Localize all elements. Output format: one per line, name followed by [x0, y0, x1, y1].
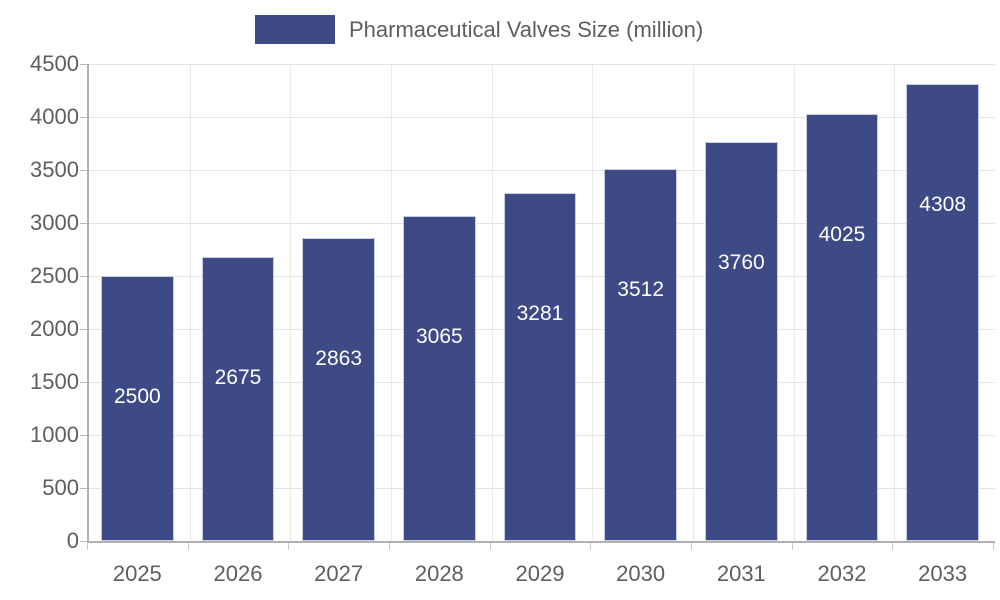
x-axis-tick-mark: [993, 543, 994, 550]
x-axis-tick-mark: [892, 543, 893, 550]
y-axis-tick-label: 1000: [30, 422, 79, 447]
bar-value-label: 3065: [415, 325, 463, 349]
x-axis-tick-label: 2028: [414, 561, 464, 586]
gridline-vertical: [492, 64, 493, 541]
y-axis-tick-label: 500: [42, 475, 79, 500]
bar[interactable]: [906, 84, 979, 541]
bar-value-label: 2675: [214, 366, 262, 390]
gridline-vertical: [391, 64, 392, 541]
gridline-horizontal: [89, 117, 995, 118]
y-axis-tick-mark: [80, 435, 87, 436]
y-axis-tick-label: 2000: [30, 316, 79, 341]
y-axis-tick-label: 4500: [30, 51, 79, 76]
y-axis-tick-label: 4000: [30, 104, 79, 129]
gridline-vertical: [190, 64, 191, 541]
x-axis-tick-mark: [691, 543, 692, 550]
gridline-vertical: [693, 64, 694, 541]
x-axis-tick-label: 2031: [716, 561, 766, 586]
gridline-vertical: [290, 64, 291, 541]
chart-legend: Pharmaceutical Valves Size (million): [255, 13, 703, 46]
y-axis-tick-mark: [80, 488, 87, 489]
y-axis-tick-mark: [80, 276, 87, 277]
x-axis-tick-mark: [792, 543, 793, 550]
x-axis-tick-label: 2025: [112, 561, 162, 586]
x-axis-tick-label: 2027: [314, 561, 364, 586]
gridline-vertical: [794, 64, 795, 541]
bar[interactable]: [302, 237, 375, 541]
gridline-vertical: [894, 64, 895, 541]
y-axis-tick-mark: [80, 382, 87, 383]
x-axis-tick-label: 2029: [515, 561, 565, 586]
bar[interactable]: [705, 142, 778, 541]
bar[interactable]: [101, 276, 174, 541]
bar-value-label: 3512: [617, 277, 665, 301]
x-axis-tick-mark: [87, 543, 88, 550]
x-axis-tick-mark: [188, 543, 189, 550]
y-axis-tick-label: 0: [66, 528, 79, 553]
y-axis-tick-mark: [80, 170, 87, 171]
y-axis-tick-mark: [80, 329, 87, 330]
legend-swatch-pharmaceutical-valves-size: [255, 15, 335, 44]
bar-value-label: 4025: [818, 223, 866, 247]
bar[interactable]: [805, 114, 879, 541]
legend-label-pharmaceutical-valves-size: Pharmaceutical Valves Size (million): [349, 16, 704, 42]
x-axis-tick-label: 2032: [817, 561, 867, 586]
bar[interactable]: [403, 216, 476, 541]
x-axis-tick-label: 2026: [213, 561, 263, 586]
x-axis-tick-label: 2030: [616, 561, 666, 586]
y-axis-tick-mark: [80, 117, 87, 118]
bar-value-label: 4308: [919, 193, 967, 217]
gridline-horizontal: [89, 64, 995, 65]
x-axis-tick-mark: [389, 543, 390, 550]
bar-value-label: 3760: [717, 251, 765, 275]
bar[interactable]: [503, 193, 577, 541]
y-axis-tick-label: 3500: [30, 157, 79, 182]
x-axis-tick-mark: [288, 543, 289, 550]
x-axis-tick-mark: [590, 543, 591, 550]
x-axis-tick-mark: [490, 543, 491, 550]
bar-value-label: 3281: [516, 302, 564, 326]
y-axis-tick-mark: [80, 541, 87, 542]
bar-value-label: 2863: [315, 346, 363, 370]
bar[interactable]: [604, 168, 677, 541]
gridline-horizontal: [89, 170, 995, 171]
y-axis-tick-label: 1500: [30, 369, 79, 394]
x-axis-tick-label: 2033: [918, 561, 968, 586]
y-axis-tick-mark: [80, 223, 87, 224]
bar-value-label: 2500: [113, 385, 161, 408]
gridline-vertical: [592, 64, 593, 541]
y-axis-tick-label: 3000: [30, 210, 79, 235]
y-axis-tick-mark: [80, 64, 87, 65]
y-axis-tick-label: 2500: [30, 263, 79, 288]
bar[interactable]: [201, 257, 275, 541]
